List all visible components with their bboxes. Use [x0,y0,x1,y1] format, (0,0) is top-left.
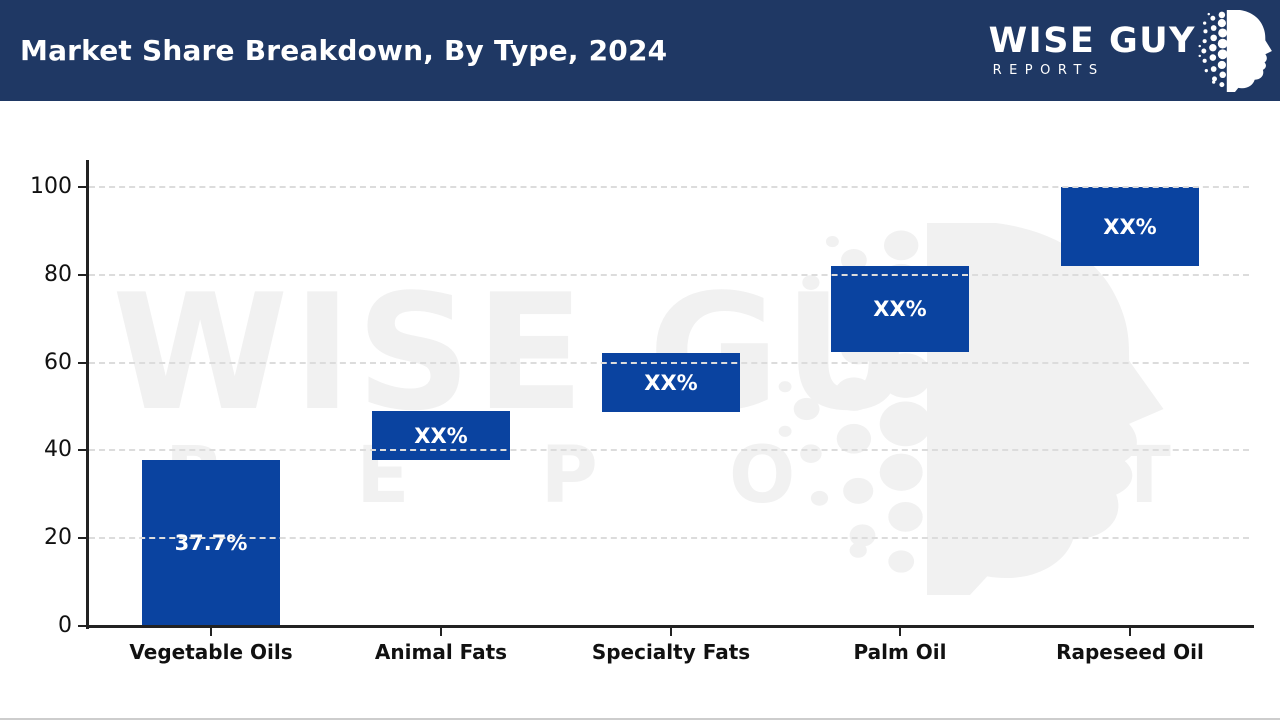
bar-value-label-animal-fats: XX% [414,423,468,448]
page-title: Market Share Breakdown, By Type, 2024 [20,34,668,67]
y-tick-mark-20 [78,537,87,539]
x-tick-mark-vegetable-oils [210,628,212,636]
bar-palm-oil: XX% [831,266,969,352]
brand-tagline: REPORTS [992,62,1105,78]
bar-animal-fats: XX% [372,411,510,460]
y-tick-mark-80 [78,274,87,276]
y-tick-label-100: 100 [30,174,72,199]
gridline-60 [89,362,1249,364]
bar-value-label-rapeseed-oil: XX% [1103,214,1157,239]
category-label-specialty-fats: Specialty Fats [591,640,751,664]
x-tick-mark-animal-fats [440,628,442,636]
x-tick-mark-specialty-fats [670,628,672,636]
brand-logo: WISE GUY REPORTS [989,0,1280,101]
category-label-palm-oil: Palm Oil [853,640,947,664]
y-axis-line [86,160,89,629]
bar-value-label-palm-oil: XX% [873,297,927,321]
x-axis-line [86,625,1254,628]
footer-divider [0,718,1280,720]
y-tick-label-0: 0 [58,613,72,638]
bar-value-label-specialty-fats: XX% [644,370,698,395]
bar-value-label-vegetable-oils: 37.7% [174,531,248,555]
y-tick-mark-40 [78,449,87,451]
y-tick-label-80: 80 [44,262,72,287]
y-tick-label-40: 40 [44,437,72,462]
bar-vegetable-oils: 37.7% [142,460,280,626]
gridline-100 [89,186,1249,188]
bar-rapeseed-oil: XX% [1061,187,1199,266]
x-tick-mark-palm-oil [899,628,901,636]
y-tick-label-60: 60 [44,350,72,375]
chart-area: WISE GUY R E P O R T S 02040608010037.7%… [0,101,1280,720]
y-tick-mark-100 [78,186,87,188]
x-tick-mark-rapeseed-oil [1129,628,1131,636]
y-tick-mark-60 [78,362,87,364]
brand-head-icon [1198,9,1272,92]
gridline-80 [89,274,1249,276]
gridline-20 [89,537,1249,539]
watermark-head-icon [778,223,1164,595]
title-bar: Market Share Breakdown, By Type, 2024 WI… [0,0,1280,101]
y-tick-label-20: 20 [44,525,72,550]
category-label-rapeseed-oil: Rapeseed Oil [1056,640,1204,664]
y-tick-mark-0 [78,625,87,627]
gridline-40 [89,449,1249,451]
category-label-animal-fats: Animal Fats [374,640,508,664]
category-label-vegetable-oils: Vegetable Oils [129,640,293,664]
brand-name: WISE GUY [988,20,1196,61]
brand-logo-text: WISE GUY REPORTS [988,20,1196,78]
